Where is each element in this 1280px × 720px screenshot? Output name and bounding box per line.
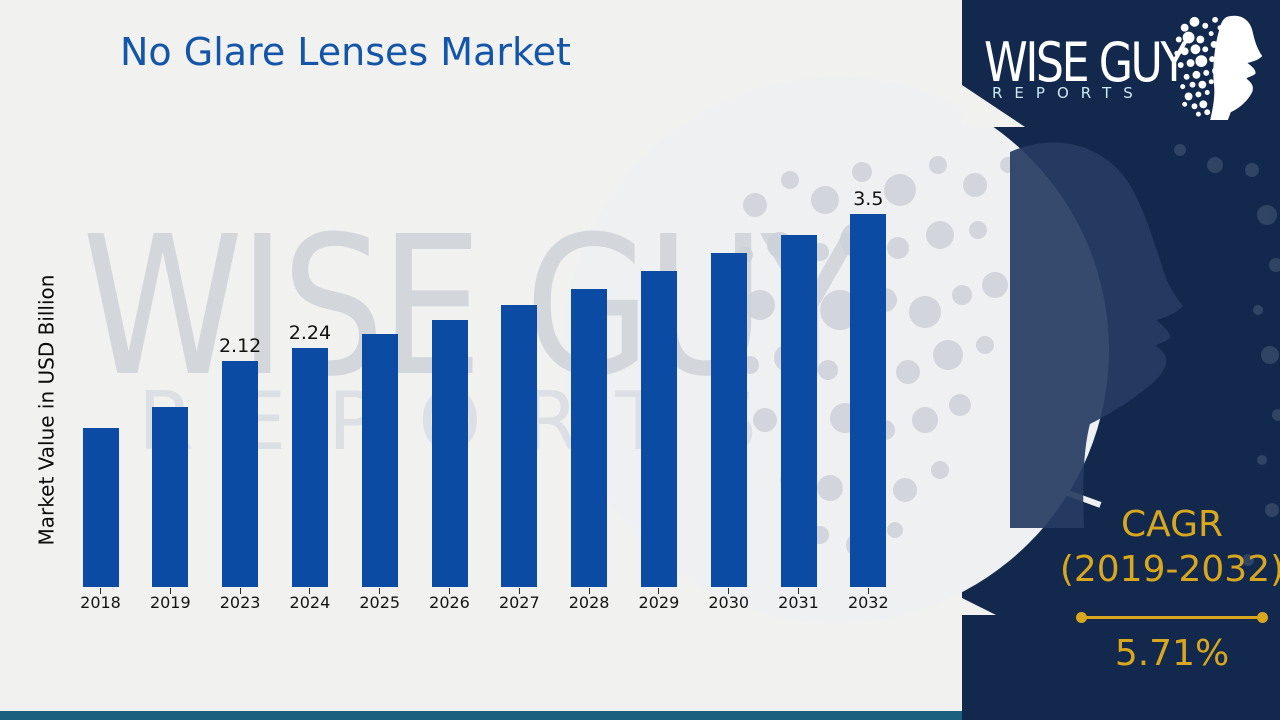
bar-2030 xyxy=(710,253,747,587)
x-tick-2027 xyxy=(518,588,520,594)
watermark-face-profile xyxy=(1010,142,1183,528)
bar-2027 xyxy=(501,305,538,587)
data-label-2024: 2.24 xyxy=(288,322,332,344)
x-tick-2032 xyxy=(867,588,869,594)
x-tick-2030 xyxy=(728,588,730,594)
bottom-accent-bar xyxy=(0,711,962,720)
bar-2026 xyxy=(431,320,468,587)
cagr-line-left-dot xyxy=(1076,611,1087,623)
bar-2019 xyxy=(152,407,189,587)
data-label-2023: 2.12 xyxy=(218,335,262,357)
x-tick-label-2025: 2025 xyxy=(359,593,401,612)
bar-2023 xyxy=(222,361,259,587)
bar-2024 xyxy=(291,348,328,587)
panel-faint-dots xyxy=(1174,144,1280,566)
x-tick-2024 xyxy=(309,588,311,594)
cagr-range: (2019-2032) xyxy=(1059,548,1280,590)
x-tick-2025 xyxy=(379,588,381,594)
x-tick-label-2024: 2024 xyxy=(289,593,331,612)
x-tick-label-2030: 2030 xyxy=(708,593,750,612)
data-label-2032: 3.5 xyxy=(853,188,884,210)
x-tick-label-2023: 2023 xyxy=(219,593,261,612)
x-tick-label-2019: 2019 xyxy=(149,593,191,612)
cagr-heading: CAGR xyxy=(1120,504,1224,545)
x-tick-label-2027: 2027 xyxy=(498,593,540,612)
x-tick-label-2031: 2031 xyxy=(778,593,819,612)
bar-2028 xyxy=(571,289,608,587)
x-tick-label-2032: 2032 xyxy=(847,593,889,612)
bar-2032 xyxy=(850,214,887,587)
bar-2031 xyxy=(780,235,817,587)
x-tick-2028 xyxy=(588,588,590,594)
cagr-underline xyxy=(1076,611,1268,623)
x-tick-2019 xyxy=(169,588,171,594)
y-axis: Market Value in USD Billion xyxy=(24,230,68,590)
x-tick-label-2029: 2029 xyxy=(638,593,680,612)
bar-2029 xyxy=(640,271,677,587)
x-tick-2031 xyxy=(798,588,799,594)
x-tick-label-2026: 2026 xyxy=(429,593,470,612)
x-tick-2018 xyxy=(100,588,101,594)
y-axis-label: Market Value in USD Billion xyxy=(34,274,58,546)
logo-wordmark: WISE GUY xyxy=(984,31,1188,94)
logo-reports-text: REPORTS xyxy=(992,84,1145,102)
bar-2025 xyxy=(361,334,398,587)
chart-title: No Glare Lenses Market xyxy=(120,30,571,74)
cagr-block: CAGR (2019-2032) 5.71% xyxy=(1052,505,1280,674)
x-tick-label-2018: 2018 xyxy=(80,593,121,612)
logo-head-icon xyxy=(1174,15,1263,120)
x-tick-2029 xyxy=(658,588,660,594)
cagr-value: 5.71% xyxy=(1114,632,1230,674)
cagr-line-right-dot xyxy=(1257,611,1268,623)
bar-2018 xyxy=(82,428,119,587)
x-tick-label-2028: 2028 xyxy=(568,593,610,612)
x-tick-2026 xyxy=(449,588,450,594)
x-tick-2023 xyxy=(239,588,241,594)
